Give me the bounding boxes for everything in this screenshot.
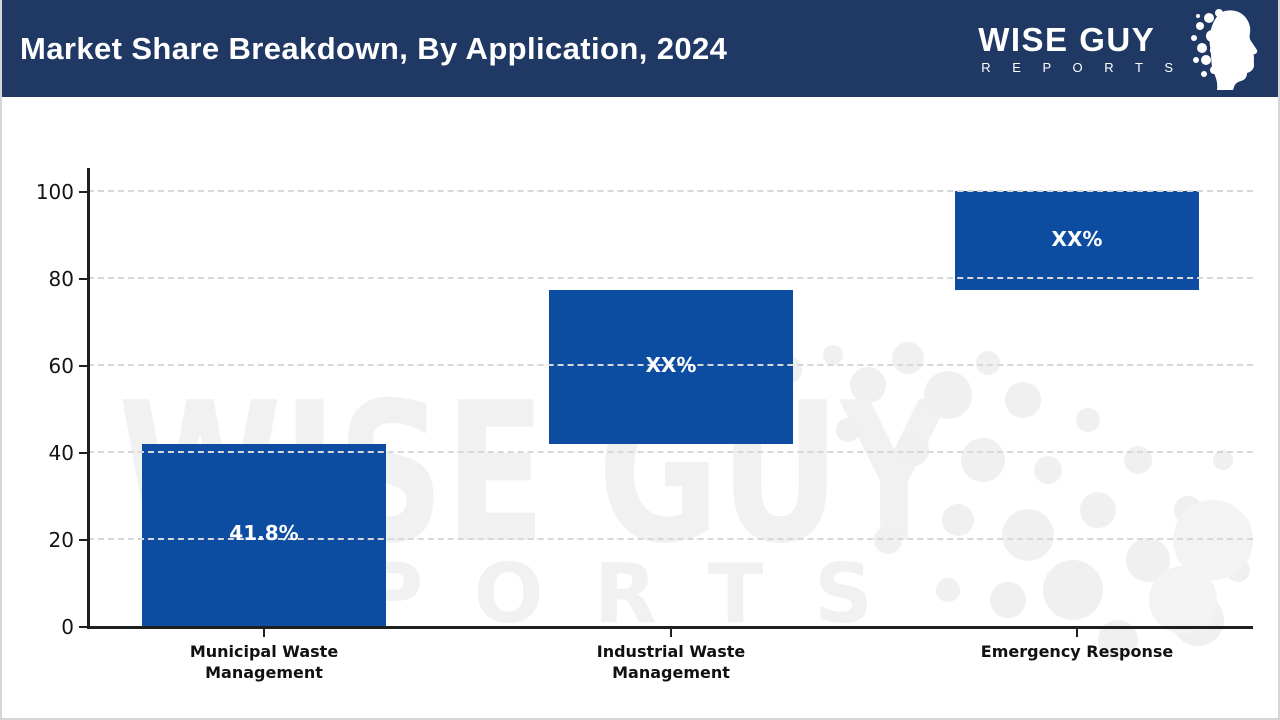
wise-guy-reports-logo: WISE GUY R E P O R T S	[978, 8, 1262, 90]
y-tick-100	[79, 191, 88, 193]
y-tick-60	[79, 365, 88, 367]
y-tick-label-80: 80	[48, 267, 74, 291]
bar-municipal-waste-management	[142, 444, 386, 626]
x-tick-industrial-waste-management	[670, 628, 672, 637]
y-tick-label-0: 0	[61, 615, 74, 639]
x-tick-municipal-waste-management	[263, 628, 265, 637]
bar-value-label: 41.8%	[229, 521, 299, 546]
category-label-line: Management	[205, 663, 323, 682]
chart-area: WISE GUY R E P O R T S 41.8%XX%XX%020406…	[0, 97, 1280, 720]
gridline-40	[88, 451, 1253, 453]
logo-face-icon	[1191, 8, 1258, 90]
gridline-100	[88, 190, 1253, 192]
page-title: Market Share Breakdown, By Application, …	[20, 30, 728, 66]
y-tick-20	[79, 539, 88, 541]
category-label-line: Emergency Response	[980, 642, 1174, 661]
y-tick-label-20: 20	[48, 528, 74, 552]
category-label-emergency-response: Emergency Response	[917, 641, 1237, 662]
category-label-line: Management	[612, 663, 730, 682]
category-label-line: Industrial Waste	[596, 642, 746, 661]
bar-industrial-waste-management	[549, 290, 793, 445]
logo-text: WISE GUY R E P O R T S	[978, 20, 1182, 75]
bar-emergency-response	[955, 191, 1199, 291]
y-tick-40	[79, 452, 88, 454]
x-axis-line	[87, 626, 1253, 629]
x-tick-emergency-response	[1076, 628, 1078, 637]
bar-value-label: XX%	[1051, 226, 1103, 251]
logo-wordmark: WISE GUY	[978, 20, 1156, 58]
logo-subtitle: R E P O R T S	[981, 59, 1182, 75]
y-tick-0	[79, 626, 88, 628]
category-label-industrial-waste-management: Industrial Waste Management	[511, 641, 831, 683]
y-tick-label-40: 40	[48, 441, 74, 465]
y-axis-line	[87, 168, 90, 628]
y-tick-80	[79, 278, 88, 280]
gridline-20	[88, 538, 1253, 540]
category-label-line: Municipal Waste	[189, 642, 339, 661]
y-tick-label-60: 60	[48, 354, 74, 378]
y-tick-label-100: 100	[35, 180, 74, 204]
gridline-60	[88, 364, 1253, 366]
category-label-municipal-waste-management: Municipal Waste Management	[104, 641, 424, 683]
bar-value-label: XX%	[645, 353, 697, 378]
header-bar: Market Share Breakdown, By Application, …	[0, 0, 1280, 97]
gridline-80	[88, 277, 1253, 279]
